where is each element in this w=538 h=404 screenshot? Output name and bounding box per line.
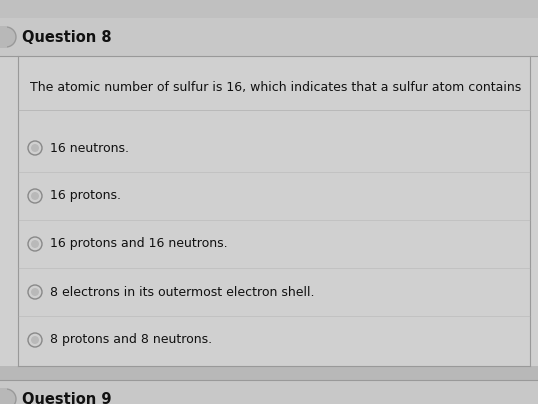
Text: The atomic number of sulfur is 16, which indicates that a sulfur atom contains: The atomic number of sulfur is 16, which… xyxy=(30,82,521,95)
Circle shape xyxy=(0,27,16,47)
Circle shape xyxy=(28,237,42,251)
Bar xyxy=(0,380,538,404)
Bar xyxy=(0,56,538,366)
Circle shape xyxy=(31,336,39,344)
Circle shape xyxy=(28,189,42,203)
Circle shape xyxy=(28,141,42,155)
Circle shape xyxy=(28,333,42,347)
Text: 8 electrons in its outermost electron shell.: 8 electrons in its outermost electron sh… xyxy=(50,286,315,299)
Circle shape xyxy=(31,240,39,248)
Bar xyxy=(0,0,538,18)
Circle shape xyxy=(31,144,39,152)
Bar xyxy=(0,26,7,48)
Text: Question 9: Question 9 xyxy=(22,391,111,404)
Bar xyxy=(0,18,538,56)
Text: 16 protons.: 16 protons. xyxy=(50,189,121,202)
Bar xyxy=(0,366,538,380)
Circle shape xyxy=(0,389,16,404)
Circle shape xyxy=(31,288,39,296)
Text: 8 protons and 8 neutrons.: 8 protons and 8 neutrons. xyxy=(50,333,212,347)
Text: 16 neutrons.: 16 neutrons. xyxy=(50,141,129,154)
Circle shape xyxy=(28,285,42,299)
Bar xyxy=(0,388,7,404)
Circle shape xyxy=(31,192,39,200)
Text: Question 8: Question 8 xyxy=(22,29,111,44)
Text: 16 protons and 16 neutrons.: 16 protons and 16 neutrons. xyxy=(50,238,228,250)
